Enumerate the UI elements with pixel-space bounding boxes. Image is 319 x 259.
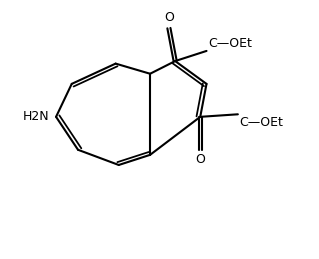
Text: H2N: H2N bbox=[23, 110, 50, 123]
Text: O: O bbox=[195, 153, 205, 167]
Text: C—OEt: C—OEt bbox=[208, 37, 252, 50]
Text: O: O bbox=[164, 11, 174, 25]
Text: C—OEt: C—OEt bbox=[240, 116, 283, 128]
